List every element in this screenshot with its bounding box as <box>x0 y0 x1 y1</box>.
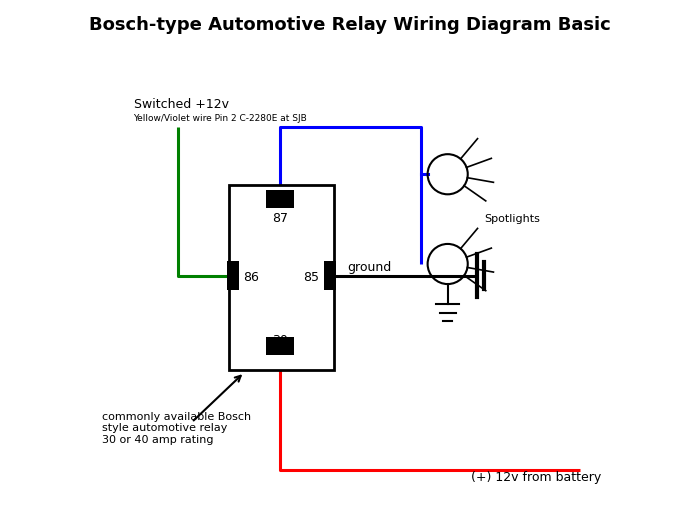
Text: 30: 30 <box>272 334 288 347</box>
Text: Bosch-type Automotive Relay Wiring Diagram Basic: Bosch-type Automotive Relay Wiring Diagr… <box>89 16 611 34</box>
Bar <box>266 337 293 355</box>
Text: (+) 12v from battery: (+) 12v from battery <box>471 472 602 484</box>
Bar <box>266 190 293 208</box>
Bar <box>227 261 239 290</box>
Text: 86: 86 <box>244 271 259 284</box>
Text: ground: ground <box>347 261 391 274</box>
Text: Yellow/Violet wire Pin 2 C-2280E at SJB: Yellow/Violet wire Pin 2 C-2280E at SJB <box>134 114 307 122</box>
Text: 85: 85 <box>303 271 319 284</box>
Text: 87: 87 <box>272 212 288 225</box>
Text: commonly available Bosch
style automotive relay
30 or 40 amp rating: commonly available Bosch style automotiv… <box>102 412 251 445</box>
Text: Spotlights: Spotlights <box>484 214 540 224</box>
Text: Switched +12v: Switched +12v <box>134 98 228 111</box>
Bar <box>229 185 334 370</box>
Bar <box>324 261 336 290</box>
